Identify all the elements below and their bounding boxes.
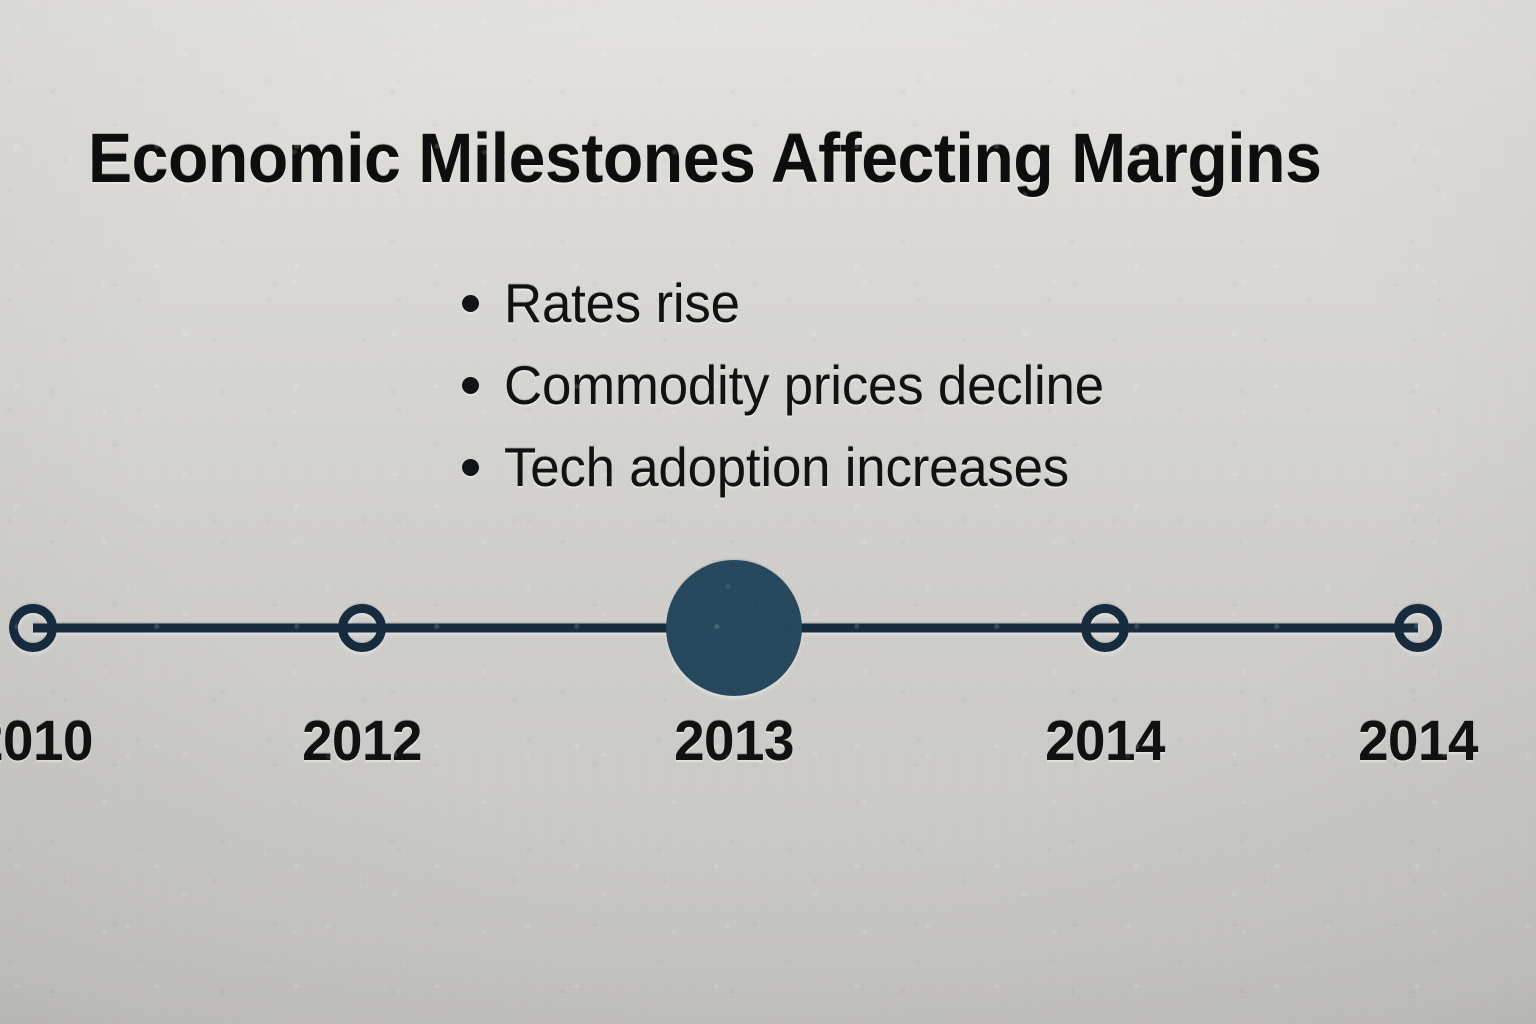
bullet-dot-icon (462, 458, 479, 476)
bullet-dot-icon (462, 294, 479, 312)
timeline-marker-2013-active[interactable] (666, 560, 802, 696)
page-title: Economic Milestones Affecting Margins (88, 119, 1322, 197)
bullet-label: Rates rise (504, 272, 740, 334)
bullet-label: Commodity prices decline (504, 354, 1104, 416)
list-item: Rates rise (462, 262, 1442, 344)
timeline-marker-2014-b[interactable] (1394, 604, 1442, 652)
timeline-year-label-2014-b: 2014 (1358, 709, 1478, 773)
timeline-year-label-2013: 2013 (674, 709, 794, 773)
list-item: Commodity prices decline (462, 344, 1442, 426)
timeline-year-label-2010: 2010 (0, 709, 93, 773)
bullet-dot-icon (462, 376, 479, 394)
timeline-marker-2014-a[interactable] (1081, 604, 1129, 652)
bullet-label: Tech adoption increases (504, 436, 1070, 498)
timeline-year-label-2012: 2012 (302, 709, 422, 773)
timeline: 2010 2012 2013 2014 2014 (0, 520, 1536, 820)
timeline-graphic (9, 560, 1442, 696)
list-item: Tech adoption increases (462, 426, 1442, 508)
timeline-year-label-2014-a: 2014 (1045, 709, 1165, 773)
timeline-marker-2012[interactable] (338, 604, 386, 652)
bullet-list: Rates rise Commodity prices decline Tech… (462, 262, 1442, 508)
timeline-marker-2010[interactable] (9, 604, 57, 652)
